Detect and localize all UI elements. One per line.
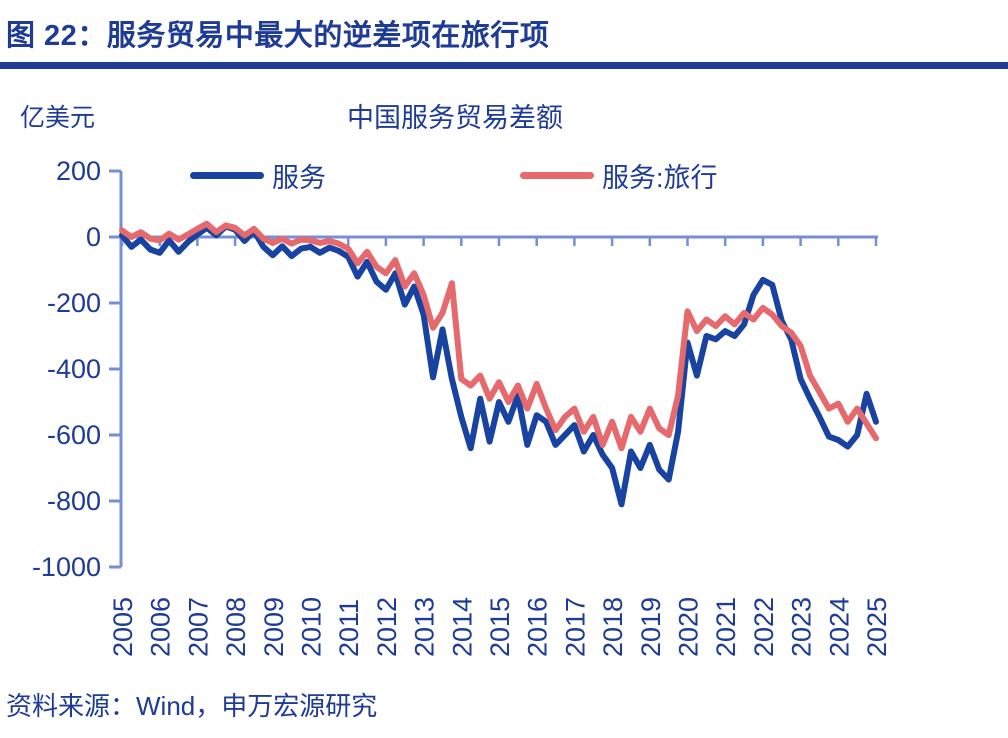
svg-text:-600: -600: [47, 420, 101, 450]
svg-text:2017: 2017: [560, 597, 590, 657]
svg-text:0: 0: [86, 222, 101, 252]
legend-item-travel: 服务:旅行: [520, 156, 718, 195]
legend-label-travel: 服务:旅行: [602, 163, 718, 193]
svg-text:-200: -200: [47, 288, 101, 318]
svg-text:2022: 2022: [749, 597, 779, 657]
svg-text:2025: 2025: [862, 597, 892, 657]
svg-text:2020: 2020: [674, 597, 704, 657]
svg-text:2021: 2021: [711, 597, 741, 657]
svg-text:2024: 2024: [824, 597, 854, 657]
svg-text:2007: 2007: [183, 597, 213, 657]
svg-text:2011: 2011: [334, 599, 364, 657]
legend-label-services: 服务: [272, 163, 326, 193]
svg-text:2019: 2019: [636, 597, 666, 657]
svg-text:2014: 2014: [447, 597, 477, 657]
svg-text:2013: 2013: [410, 597, 440, 657]
svg-text:2016: 2016: [523, 597, 553, 657]
svg-text:2018: 2018: [598, 597, 628, 657]
svg-text:2005: 2005: [108, 597, 138, 657]
data-series-lines: [119, 220, 879, 508]
y-axis-unit-label: 亿美元: [20, 104, 96, 132]
source-text: 资料来源：Wind，申万宏源研究: [6, 691, 378, 721]
title-divider: [0, 62, 1008, 69]
svg-text:2006: 2006: [146, 597, 176, 657]
y-axis-tick-labels: 200 0 -200 -400 -600 -800 -1000: [32, 156, 101, 582]
svg-text:2015: 2015: [485, 597, 515, 657]
legend-line-swatch-services: [190, 172, 264, 179]
legend-item-services: 服务: [190, 156, 326, 195]
x-axis-year-labels: 2005 2006 2007 2008 2009 2010 2011 2012 2013 2014…: [108, 597, 892, 657]
figure-title: 图 22：服务贸易中最大的逆差项在旅行项: [6, 20, 550, 52]
svg-text:2009: 2009: [259, 597, 289, 657]
svg-text:200: 200: [56, 156, 101, 186]
svg-text:2010: 2010: [297, 597, 327, 657]
svg-text:2008: 2008: [221, 597, 251, 657]
svg-text:2012: 2012: [372, 597, 402, 657]
svg-text:-800: -800: [47, 486, 101, 516]
svg-text:-1000: -1000: [32, 552, 101, 582]
chart-title: 中国服务贸易差额: [347, 103, 563, 133]
svg-text:2023: 2023: [787, 597, 817, 657]
legend-line-swatch-travel: [520, 172, 594, 179]
svg-text:-400: -400: [47, 354, 101, 384]
